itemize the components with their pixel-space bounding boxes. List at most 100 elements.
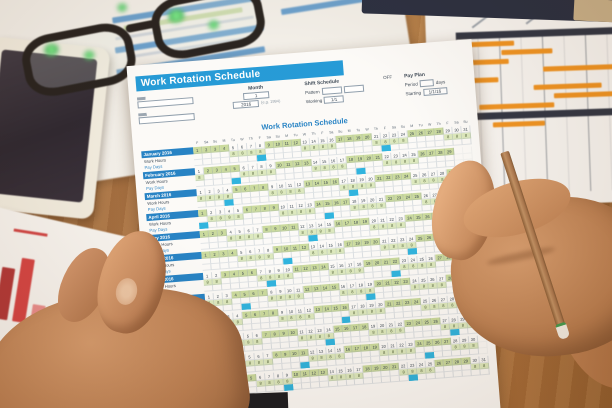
payday-cell bbox=[281, 236, 291, 244]
payday-cell bbox=[386, 312, 396, 320]
payday-cell bbox=[284, 278, 294, 286]
payday-cell bbox=[390, 375, 401, 383]
payday-cell bbox=[259, 301, 269, 309]
payday-cell bbox=[300, 256, 311, 264]
form-pay-section: Pay Plan Period days Starting 1/1/16 bbox=[404, 68, 478, 98]
payday-cell bbox=[396, 333, 407, 340]
payday-cell bbox=[355, 378, 365, 386]
payday-cell bbox=[394, 312, 405, 319]
payday-cell bbox=[374, 166, 384, 174]
payday-cell bbox=[394, 185, 404, 193]
payday-cell bbox=[341, 316, 351, 324]
payday-cell bbox=[342, 211, 352, 218]
pattern-input-2 bbox=[343, 84, 364, 94]
payday-cell bbox=[378, 334, 389, 342]
payday-cell bbox=[413, 205, 423, 213]
payday-cell bbox=[282, 257, 293, 265]
payday-cell bbox=[320, 275, 330, 283]
payday-cell bbox=[328, 148, 338, 156]
weekday-letter: Sa bbox=[454, 120, 459, 125]
payday-cell bbox=[355, 273, 366, 280]
payday-cell bbox=[417, 373, 428, 381]
payday-cell bbox=[261, 217, 271, 225]
payday-cell bbox=[317, 360, 328, 368]
payday-cell bbox=[402, 185, 413, 192]
payday-cell bbox=[286, 194, 297, 202]
weekday-letter: Su bbox=[463, 119, 468, 124]
payday-cell bbox=[372, 250, 382, 258]
payday-cell bbox=[211, 263, 221, 271]
chart-caption-mark bbox=[13, 228, 48, 237]
payday-cell bbox=[305, 319, 315, 326]
payday-cell bbox=[203, 285, 214, 292]
payday-cell bbox=[434, 351, 444, 358]
payday-cell bbox=[399, 143, 410, 151]
payday-cell bbox=[288, 215, 298, 222]
payday-cell bbox=[439, 308, 450, 316]
weekday-letter: M bbox=[284, 133, 289, 138]
payday-cell bbox=[351, 336, 362, 344]
payday-cell bbox=[450, 328, 460, 336]
payday-cell bbox=[313, 192, 323, 199]
payday-cell bbox=[238, 261, 248, 269]
payday-cell bbox=[415, 226, 425, 234]
payday-cell bbox=[213, 179, 223, 186]
payday-cell bbox=[276, 174, 286, 181]
payday-cell bbox=[286, 299, 296, 307]
payday-cell bbox=[390, 249, 400, 257]
payday-cell bbox=[420, 289, 430, 296]
payday-cell bbox=[369, 335, 380, 342]
payday-cell bbox=[381, 144, 392, 152]
payday-cell bbox=[302, 171, 313, 179]
payday-cell bbox=[419, 162, 429, 170]
payday-cell bbox=[279, 215, 289, 223]
payday-cell bbox=[436, 266, 446, 274]
weekday-letter: Th bbox=[311, 131, 316, 136]
payday-cell bbox=[432, 330, 442, 338]
payday-cell bbox=[265, 385, 276, 393]
payday-cell bbox=[342, 337, 353, 345]
payday-cell bbox=[292, 151, 302, 159]
payday-cell bbox=[398, 354, 408, 361]
payday-cell bbox=[246, 366, 256, 373]
payday-cell bbox=[379, 229, 389, 236]
payday-cell bbox=[337, 148, 347, 155]
payday-cell bbox=[283, 384, 294, 391]
payday-cell bbox=[240, 176, 250, 184]
payday-cell bbox=[368, 314, 378, 322]
payday-cell bbox=[337, 379, 347, 387]
payday-cell bbox=[233, 198, 243, 206]
payday-cell bbox=[227, 241, 237, 248]
payday-cell bbox=[311, 171, 322, 178]
payday-cell bbox=[270, 216, 280, 224]
payday-cell bbox=[229, 262, 239, 269]
payday-cell bbox=[429, 183, 440, 190]
payday-cell bbox=[298, 340, 308, 348]
payday-cell bbox=[448, 307, 459, 315]
payday-cell bbox=[416, 352, 426, 360]
payday-cell bbox=[408, 142, 419, 150]
payday-cell bbox=[273, 258, 284, 266]
payday-cell bbox=[199, 222, 209, 229]
payday-cell bbox=[307, 340, 317, 347]
payday-cell bbox=[471, 369, 481, 377]
off-label: OFF bbox=[382, 74, 393, 81]
payday-cell bbox=[246, 260, 257, 268]
payday-cell bbox=[360, 335, 371, 343]
payday-cell bbox=[451, 349, 462, 357]
payday-cell bbox=[245, 239, 255, 247]
payday-cell bbox=[277, 300, 287, 308]
days-suffix: days bbox=[435, 79, 446, 85]
weekday-letter: Tu bbox=[293, 133, 298, 138]
payday-cell bbox=[383, 165, 393, 173]
weekday-letter: Tu bbox=[418, 123, 423, 128]
payday-cell bbox=[333, 211, 343, 219]
payday-cell bbox=[274, 384, 285, 392]
payday-cell bbox=[322, 191, 332, 199]
weekday-letter: Th bbox=[373, 126, 379, 131]
payday-cell bbox=[328, 380, 338, 388]
payday-cell bbox=[384, 291, 394, 299]
gantt-bar bbox=[493, 120, 545, 128]
payday-cell bbox=[391, 270, 402, 278]
payday-cell bbox=[315, 213, 325, 220]
